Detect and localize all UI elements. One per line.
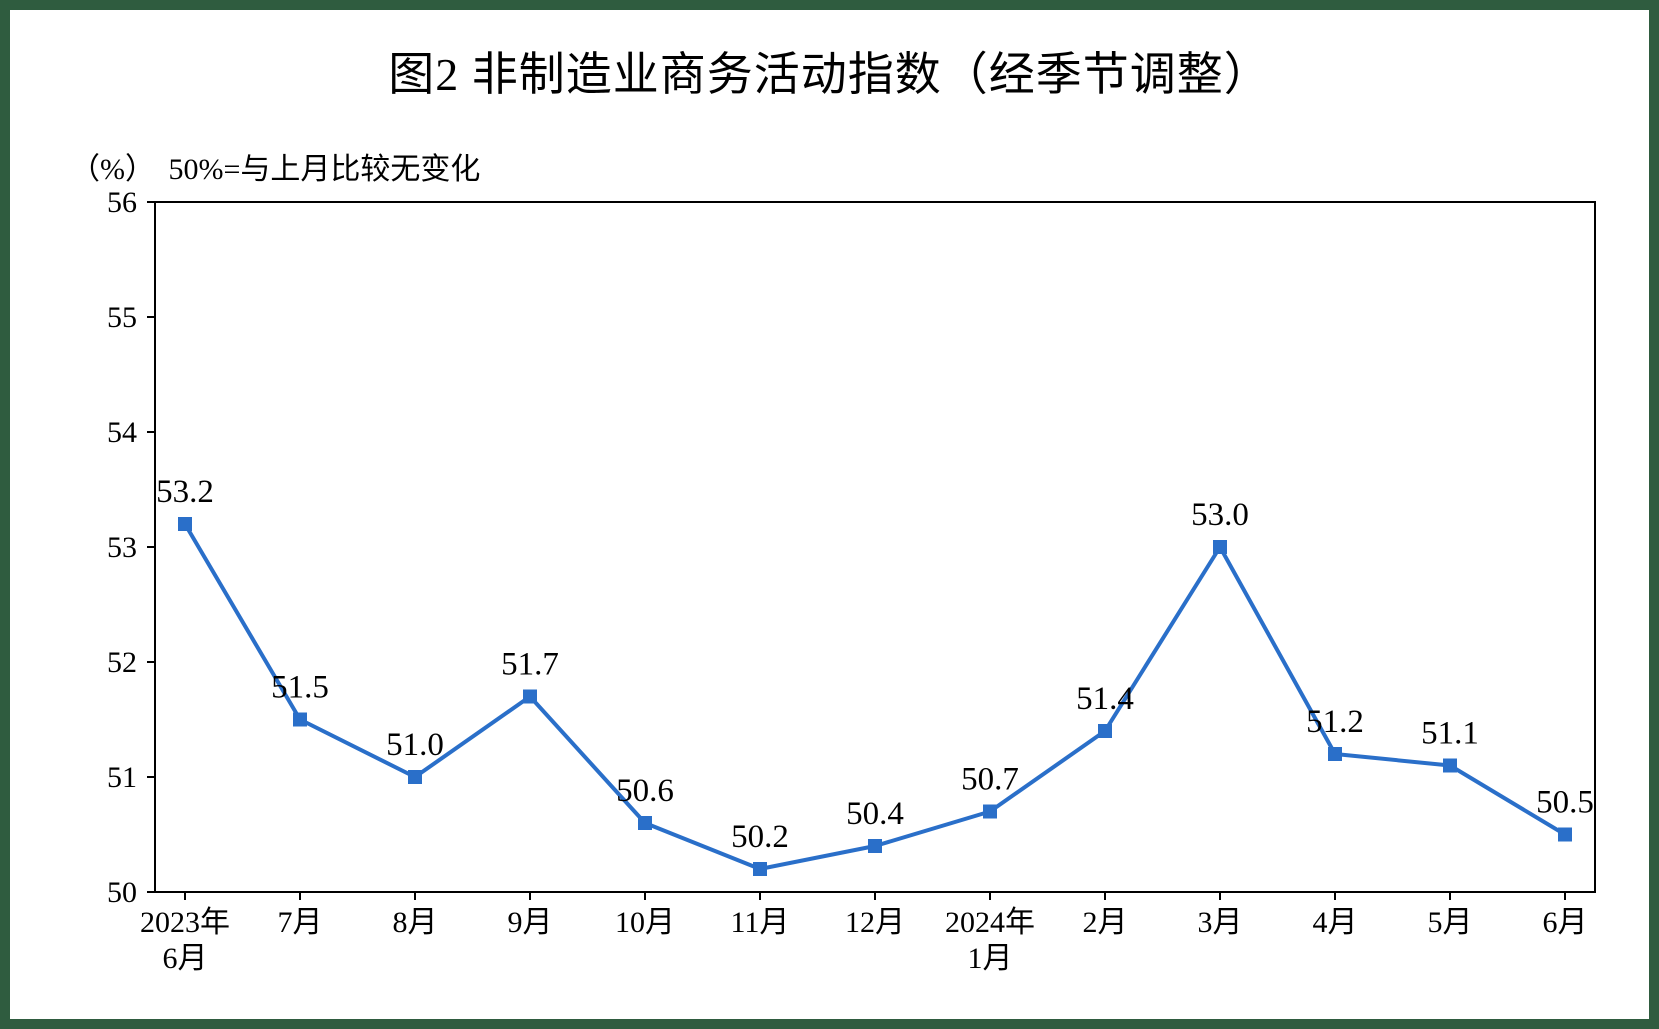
- svg-text:51.0: 51.0: [386, 727, 444, 763]
- chart-subtitle: 50%=与上月比较无变化: [169, 144, 481, 188]
- svg-text:51.5: 51.5: [271, 670, 329, 706]
- svg-text:50.7: 50.7: [961, 762, 1019, 798]
- subtitle-row: （%） 50%=与上月比较无变化: [70, 144, 480, 188]
- svg-text:51.2: 51.2: [1306, 704, 1364, 740]
- svg-text:51: 51: [107, 761, 137, 794]
- svg-text:53.2: 53.2: [156, 474, 214, 510]
- svg-text:2月: 2月: [1083, 906, 1128, 939]
- svg-text:53.0: 53.0: [1191, 497, 1249, 533]
- svg-text:1月: 1月: [968, 942, 1013, 975]
- svg-text:2024年: 2024年: [945, 906, 1035, 939]
- svg-text:50.5: 50.5: [1536, 785, 1594, 821]
- svg-text:51.1: 51.1: [1421, 716, 1479, 752]
- svg-text:50.6: 50.6: [616, 773, 674, 809]
- svg-text:6月: 6月: [1543, 906, 1588, 939]
- svg-text:7月: 7月: [278, 906, 323, 939]
- svg-text:9月: 9月: [508, 906, 553, 939]
- svg-text:6月: 6月: [163, 942, 208, 975]
- svg-text:51.7: 51.7: [501, 647, 559, 683]
- svg-text:52: 52: [107, 646, 137, 679]
- svg-text:51.4: 51.4: [1076, 681, 1134, 717]
- chart-frame: 图2 非制造业商务活动指数（经季节调整） （%） 50%=与上月比较无变化 50…: [0, 0, 1659, 1029]
- svg-text:10月: 10月: [615, 906, 675, 939]
- svg-text:8月: 8月: [393, 906, 438, 939]
- svg-text:4月: 4月: [1313, 906, 1358, 939]
- svg-text:50: 50: [107, 876, 137, 909]
- svg-text:50.2: 50.2: [731, 819, 789, 855]
- svg-text:54: 54: [107, 416, 137, 449]
- svg-text:5月: 5月: [1428, 906, 1473, 939]
- svg-text:56: 56: [107, 190, 137, 219]
- svg-text:3月: 3月: [1198, 906, 1243, 939]
- chart-title: 图2 非制造业商务活动指数（经季节调整）: [10, 38, 1649, 104]
- line-chart-svg: 505152535455562023年6月7月8月9月10月11月12月2024…: [70, 190, 1610, 1000]
- svg-text:12月: 12月: [845, 906, 905, 939]
- svg-text:53: 53: [107, 531, 137, 564]
- chart-area: 505152535455562023年6月7月8月9月10月11月12月2024…: [70, 190, 1610, 1000]
- svg-text:11月: 11月: [731, 906, 790, 939]
- svg-text:2023年: 2023年: [140, 906, 230, 939]
- svg-text:55: 55: [107, 301, 137, 334]
- y-axis-unit: （%）: [70, 144, 155, 188]
- svg-text:50.4: 50.4: [846, 796, 904, 832]
